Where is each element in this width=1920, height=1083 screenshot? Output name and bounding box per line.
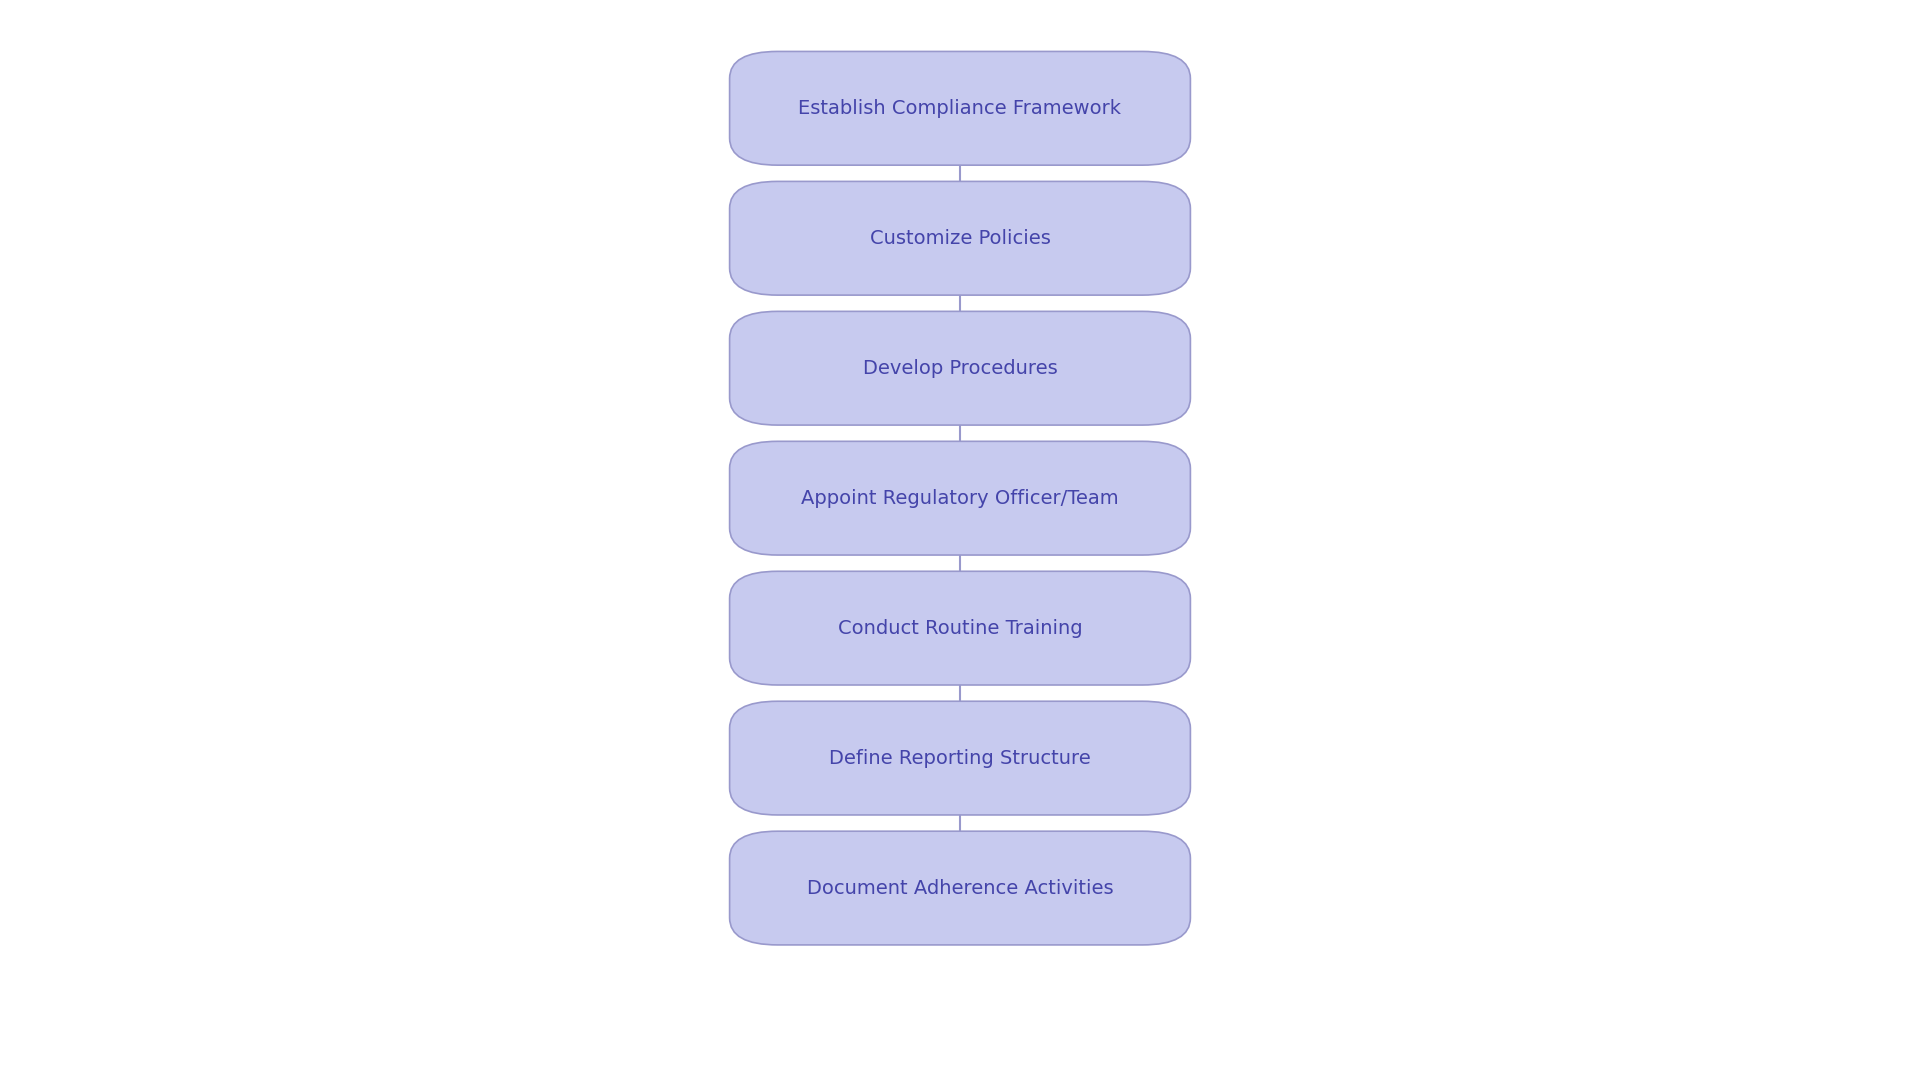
FancyBboxPatch shape <box>730 442 1190 554</box>
FancyBboxPatch shape <box>730 182 1190 295</box>
FancyBboxPatch shape <box>730 51 1190 165</box>
Text: Establish Compliance Framework: Establish Compliance Framework <box>799 99 1121 118</box>
Text: Appoint Regulatory Officer/Team: Appoint Regulatory Officer/Team <box>801 488 1119 508</box>
Text: Develop Procedures: Develop Procedures <box>862 358 1058 378</box>
Text: Document Adherence Activities: Document Adherence Activities <box>806 878 1114 898</box>
FancyBboxPatch shape <box>730 832 1190 944</box>
FancyBboxPatch shape <box>730 572 1190 686</box>
Text: Conduct Routine Training: Conduct Routine Training <box>837 618 1083 638</box>
FancyBboxPatch shape <box>730 312 1190 425</box>
Text: Define Reporting Structure: Define Reporting Structure <box>829 748 1091 768</box>
Text: Customize Policies: Customize Policies <box>870 229 1050 248</box>
FancyBboxPatch shape <box>730 702 1190 815</box>
